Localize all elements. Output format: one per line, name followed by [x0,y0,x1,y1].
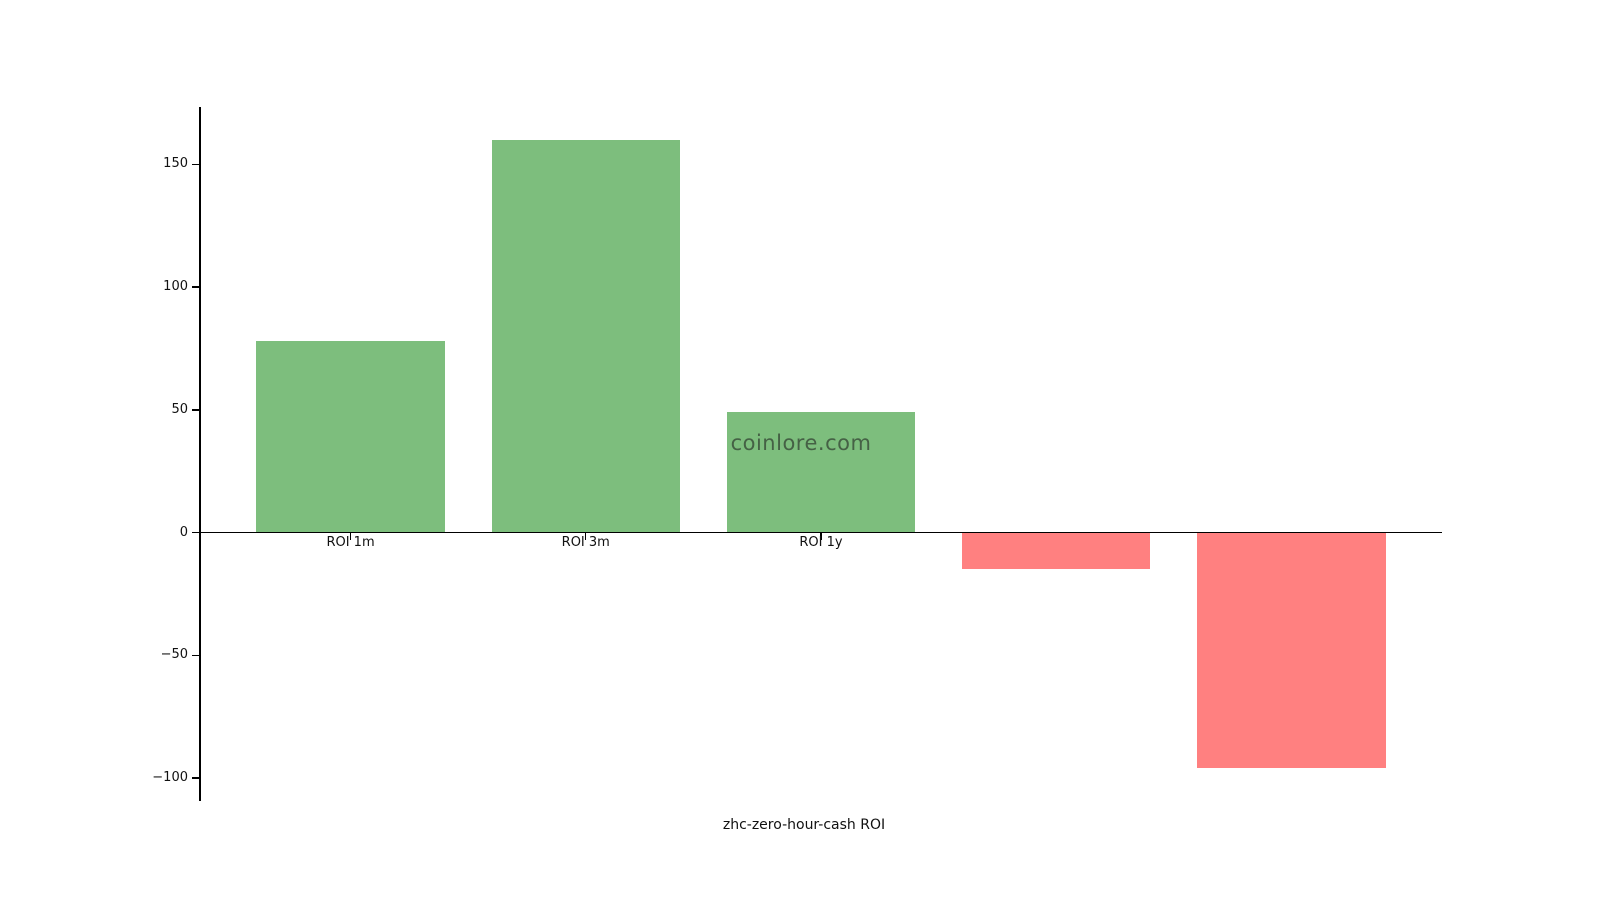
y-axis-line [199,107,201,801]
x-tick-label: ROI 1m [326,535,375,550]
x-axis-zero-line [200,531,1442,534]
bar [962,532,1151,570]
x-tick-label: ROI 3m [561,535,610,550]
y-tick-mark [192,777,200,779]
y-tick-label: −100 [152,769,188,785]
y-tick-mark [192,163,200,166]
x-tick-label: ROI 1y [799,535,843,550]
bar [256,341,445,533]
x-tick-mark [349,532,352,540]
y-tick-label: 100 [163,279,188,295]
x-tick-mark [820,532,822,540]
y-tick-mark [192,409,200,411]
y-tick-label: 150 [163,156,188,172]
y-tick-label: −50 [160,647,188,663]
watermark-text: coinlore.com [730,431,872,455]
chart-xlabel: zhc-zero-hour-cash ROI [722,817,886,833]
y-tick-mark [192,531,200,534]
x-tick-mark [585,532,587,540]
y-tick-mark [192,654,200,656]
bar [491,139,680,533]
y-tick-mark [192,286,200,288]
y-tick-label: 0 [179,524,188,540]
bar [1197,532,1386,769]
y-tick-label: 50 [171,401,188,417]
bar [726,412,916,533]
